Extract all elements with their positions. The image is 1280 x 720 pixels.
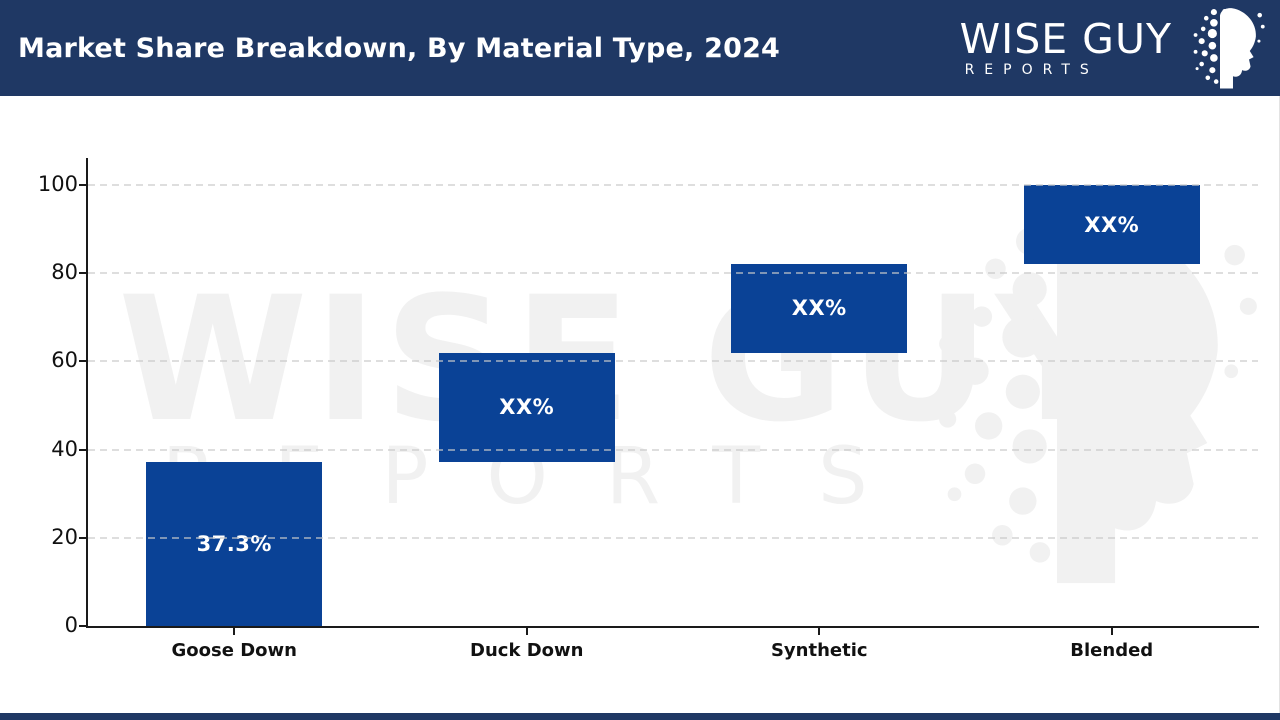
bar-blended: XX% bbox=[1023, 185, 1200, 265]
y-tick-label: 0 bbox=[64, 613, 78, 637]
y-tick bbox=[79, 360, 86, 363]
y-tick bbox=[79, 184, 86, 186]
x-tick-label: Duck Down bbox=[470, 640, 584, 661]
x-tick-label: Goose Down bbox=[171, 640, 297, 661]
bar-value-label: 37.3% bbox=[196, 531, 272, 556]
bar-value-label: XX% bbox=[1084, 212, 1140, 237]
bar-goose-down: 37.3% bbox=[146, 461, 323, 626]
y-axis-line bbox=[86, 158, 88, 628]
y-tick bbox=[79, 536, 86, 539]
x-tick bbox=[233, 627, 236, 635]
x-tick-label: Synthetic bbox=[770, 640, 868, 661]
page-title: Market Share Breakdown, By Material Type… bbox=[18, 32, 781, 64]
wise-guy-logo: WISE GUY REPORTS bbox=[960, 6, 1280, 90]
y-tick-label: 100 bbox=[37, 172, 78, 196]
gridline bbox=[88, 536, 1258, 539]
y-tick bbox=[79, 625, 86, 627]
bar-duck-down: XX% bbox=[438, 352, 615, 462]
y-tick-label: 40 bbox=[51, 436, 78, 461]
footer-bar bbox=[0, 713, 1280, 720]
x-axis-line bbox=[86, 626, 1259, 628]
gridline bbox=[88, 448, 1258, 451]
x-tick-label: Blended bbox=[1070, 640, 1154, 661]
watermark-head-icon bbox=[939, 223, 1257, 584]
y-tick bbox=[79, 272, 86, 275]
x-tick bbox=[525, 627, 528, 635]
y-tick-label: 20 bbox=[51, 524, 78, 549]
logo-head-icon bbox=[1193, 8, 1265, 89]
y-tick-label: 80 bbox=[51, 260, 78, 285]
x-tick bbox=[1110, 627, 1113, 635]
bar-value-label: XX% bbox=[791, 296, 847, 321]
logo-wordmark: WISE GUY bbox=[959, 15, 1172, 63]
gridline bbox=[88, 360, 1258, 363]
logo-subtext: REPORTS bbox=[964, 62, 1099, 78]
chart-area: WISE GUY REPORTS 0 20 40 60 80 100 37.3% Goose … bbox=[0, 96, 1280, 713]
gridline bbox=[88, 184, 1258, 186]
x-tick bbox=[818, 627, 821, 635]
y-tick bbox=[79, 448, 86, 451]
bar-synthetic: XX% bbox=[731, 264, 908, 353]
y-tick-label: 60 bbox=[51, 348, 78, 373]
bar-value-label: XX% bbox=[499, 395, 555, 420]
gridline bbox=[88, 272, 1258, 275]
header-bar: Market Share Breakdown, By Material Type… bbox=[0, 0, 1280, 96]
